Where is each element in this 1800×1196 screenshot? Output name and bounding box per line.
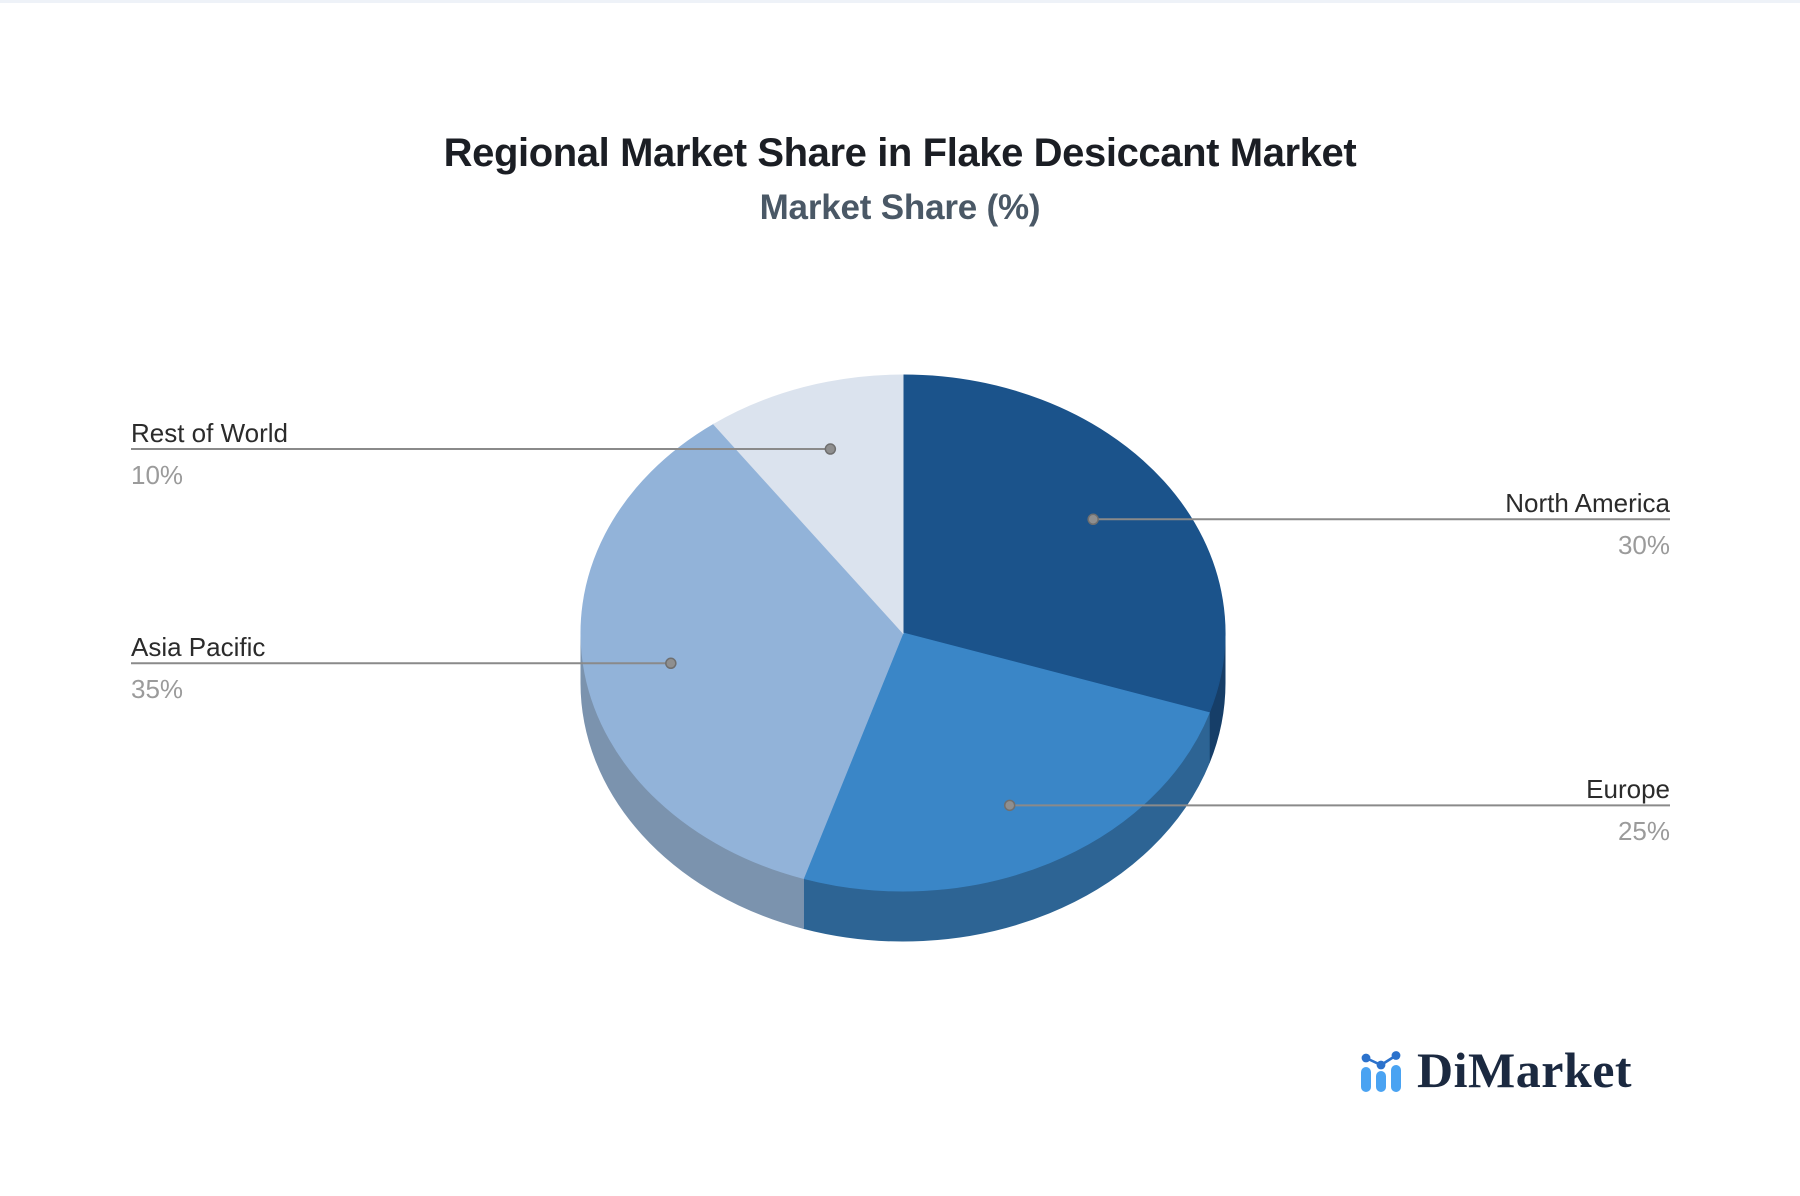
slice-percent-north-america: 30%	[1617, 530, 1670, 561]
slice-label-europe: Europe	[1586, 774, 1670, 805]
pie-slice-north-america[interactable]	[902, 374, 1226, 714]
chart-header: Regional Market Share in Flake Desiccant…	[0, 130, 1800, 228]
slice-percent-rest-of-world: 10%	[131, 460, 184, 491]
pie-slice-asia-pacific[interactable]	[580, 423, 904, 879]
leader-dot-asia-pacific	[665, 657, 677, 670]
slice-percent-asia-pacific: 35%	[131, 674, 184, 705]
slice-label-rest-of-world: Rest of World	[131, 418, 289, 449]
chart-subtitle: Market Share (%)	[759, 188, 1041, 227]
leader-dot-north-america	[1087, 513, 1099, 526]
slice-percent-europe: 25%	[1617, 816, 1670, 847]
dimarket-logo-icon	[1361, 1051, 1401, 1092]
pie-slice-rest-of-world[interactable]	[712, 374, 904, 635]
top-border	[0, 0, 1800, 3]
dimarket-logo-text: DiMarket	[1417, 1042, 1633, 1098]
slice-label-asia-pacific: Asia Pacific	[131, 632, 266, 663]
pie-slice-europe[interactable]	[802, 632, 1210, 892]
chart-title: Regional Market Share in Flake Desiccant…	[443, 131, 1357, 175]
dimarket-logo: DiMarket	[1358, 1040, 1632, 1096]
leader-dot-rest-of-world	[824, 443, 837, 455]
leader-dot-europe	[1003, 799, 1016, 812]
slice-label-north-america: North America	[1505, 488, 1670, 519]
